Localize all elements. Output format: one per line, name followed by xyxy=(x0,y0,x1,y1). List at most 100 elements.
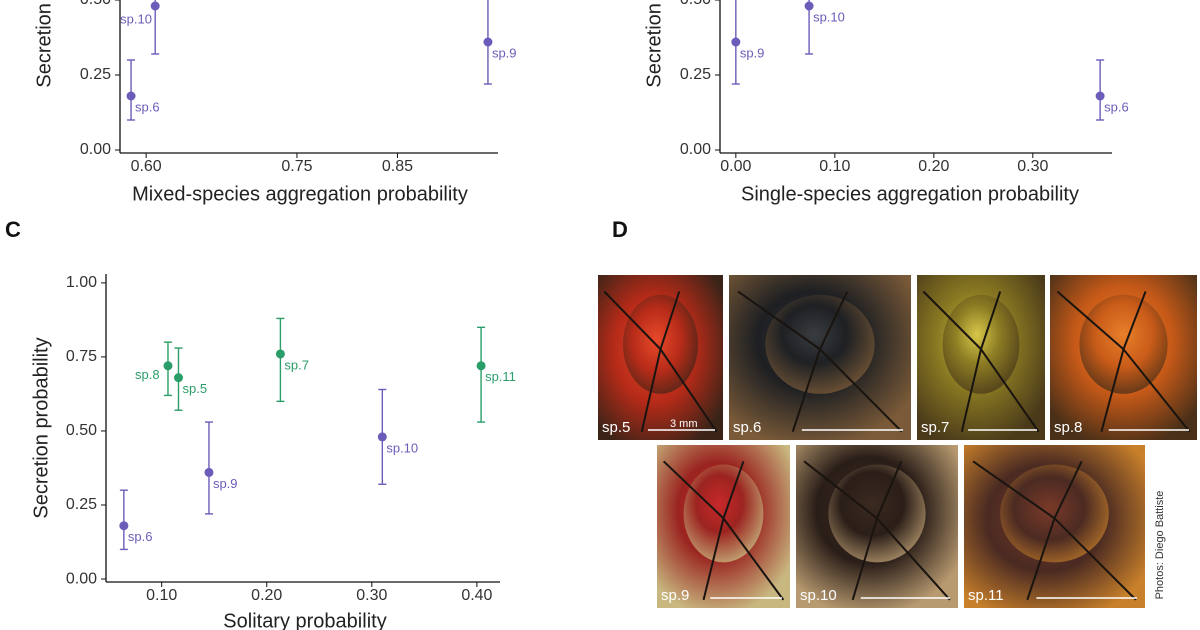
photo-leg xyxy=(1053,460,1083,519)
y-tick-label: 1.00 xyxy=(66,274,97,291)
photo-body xyxy=(683,464,764,563)
photo-leg xyxy=(972,460,1056,520)
y-tick-label: 0.50 xyxy=(80,0,111,8)
photo-leg xyxy=(876,517,951,601)
x-tick-label: 0.20 xyxy=(918,158,949,175)
photo-leg xyxy=(662,460,725,520)
point xyxy=(1095,91,1105,101)
x-axis-label: Single-species aggregation probability xyxy=(741,183,1079,205)
photo-leg xyxy=(922,290,982,350)
x-tick-label: 0.60 xyxy=(131,158,162,175)
x-tick-label: 0.00 xyxy=(720,158,751,175)
photo-body xyxy=(1000,464,1109,563)
y-tick-label: 0.00 xyxy=(680,141,711,158)
x-tick-label: 0.40 xyxy=(461,587,492,604)
photo-leg xyxy=(1100,348,1125,433)
point-label: sp.11 xyxy=(485,369,516,384)
point-label: sp.9 xyxy=(740,45,765,60)
photo-leg xyxy=(1122,348,1191,433)
x-tick-label: 0.30 xyxy=(1017,158,1048,175)
photo-label: sp.6 xyxy=(733,419,761,436)
x-tick-label: 0.10 xyxy=(146,587,177,604)
point-label: sp.6 xyxy=(128,529,153,544)
x-axis-label: Mixed-species aggregation probability xyxy=(132,183,468,205)
point-label: sp.6 xyxy=(135,99,160,114)
photo-panel: sp.5 sp.6 sp.7 sp.8 sp.9 sp.10 sp.11 3 mm xyxy=(598,275,1197,608)
photo-body xyxy=(828,464,926,563)
photo-leg xyxy=(659,291,681,350)
photo-leg xyxy=(659,348,718,433)
y-axis-label: Secretion probability xyxy=(30,337,52,518)
x-tick-label: 0.20 xyxy=(251,587,282,604)
photo-label: sp.8 xyxy=(1054,419,1082,436)
point xyxy=(483,37,493,47)
photo-leg xyxy=(640,349,662,432)
point-label: sp.10 xyxy=(386,440,418,455)
point xyxy=(731,37,741,47)
photo-leg xyxy=(791,348,821,433)
photo-leg xyxy=(803,460,878,520)
x-tick-label: 0.10 xyxy=(819,158,850,175)
point xyxy=(150,1,160,11)
photo-leg xyxy=(603,290,662,350)
photo-body xyxy=(1079,294,1168,394)
photo-leg xyxy=(1053,517,1137,601)
photo-leg xyxy=(960,349,982,432)
y-tick-label: 0.00 xyxy=(66,570,97,587)
y-tick-label: 0.25 xyxy=(80,66,111,83)
photo-leg xyxy=(980,291,1002,350)
photo-leg xyxy=(702,518,725,601)
point-label: sp.10 xyxy=(120,11,152,26)
point xyxy=(163,361,173,371)
photo-leg xyxy=(722,517,785,601)
x-axis-label: Solitary probability xyxy=(223,610,386,630)
photo-label: sp.5 xyxy=(602,419,630,436)
point xyxy=(275,349,285,359)
point-label: sp.9 xyxy=(492,45,517,60)
photo-leg xyxy=(876,460,903,519)
photo-leg xyxy=(737,290,821,351)
photo-body xyxy=(623,294,698,394)
photo-leg xyxy=(1026,518,1056,601)
photo-leg xyxy=(1056,290,1125,351)
point-label: sp.7 xyxy=(284,357,309,372)
point-label: sp.8 xyxy=(135,367,160,382)
point-label: sp.6 xyxy=(1104,99,1129,114)
photo-label: sp.9 xyxy=(661,587,689,604)
point xyxy=(804,1,814,11)
photo-leg xyxy=(819,291,849,350)
y-tick-label: 0.50 xyxy=(680,0,711,8)
point-label: sp.9 xyxy=(213,476,238,491)
point xyxy=(476,361,486,371)
y-axis-label: Secretion probability xyxy=(643,0,665,88)
point xyxy=(204,467,214,477)
photo-leg xyxy=(851,518,878,601)
y-tick-label: 0.50 xyxy=(66,422,97,439)
x-tick-label: 0.85 xyxy=(382,158,413,175)
y-tick-label: 0.25 xyxy=(680,66,711,83)
point-label: sp.10 xyxy=(813,9,845,24)
y-axis-label: Secretion probability xyxy=(33,0,55,88)
photo-label: sp.7 xyxy=(921,419,949,436)
point xyxy=(119,521,129,531)
photo-body xyxy=(942,294,1020,394)
photo-leg xyxy=(819,348,903,433)
point xyxy=(173,373,183,383)
x-tick-label: 0.75 xyxy=(281,158,312,175)
x-tick-label: 0.30 xyxy=(356,587,387,604)
scale-label: 3 mm xyxy=(670,418,698,430)
y-tick-label: 0.00 xyxy=(80,141,111,158)
photo-leg xyxy=(1122,291,1147,350)
photo-leg xyxy=(722,460,745,519)
point xyxy=(377,432,387,442)
photo-label: sp.11 xyxy=(968,587,1004,604)
photo-body xyxy=(765,294,875,394)
photo-credit: Photos: Diego Battiste xyxy=(1154,491,1166,600)
y-tick-label: 0.75 xyxy=(66,348,97,365)
photo-label: sp.10 xyxy=(800,587,837,604)
panel-letter: D xyxy=(612,217,628,242)
y-tick-label: 0.25 xyxy=(66,496,97,513)
panel-letter: C xyxy=(5,217,21,242)
